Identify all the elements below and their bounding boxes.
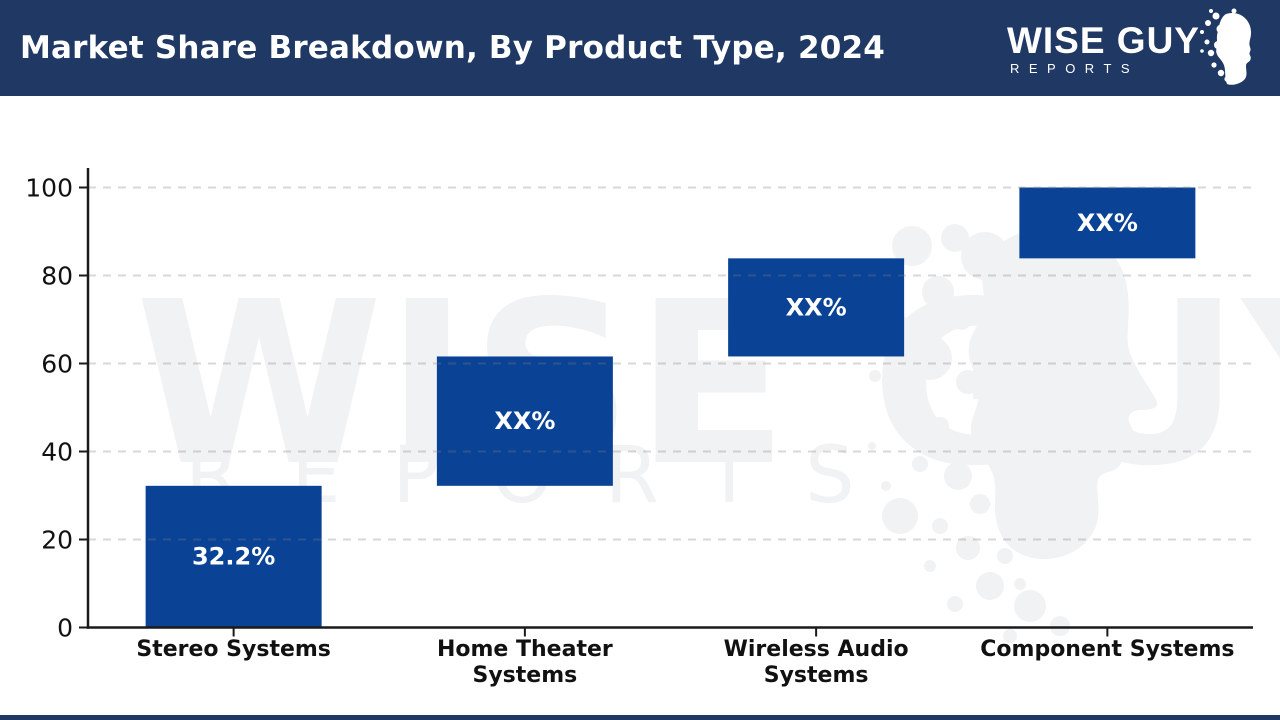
watermark-dot [931,417,949,435]
bar [1019,187,1196,259]
watermark-dot [882,498,918,534]
watermark-dot [932,518,948,534]
y-tick-label: 60 [41,350,73,379]
wiseguy-logo-text: WISE GUY REPORTS [1007,22,1200,75]
bar [728,258,905,357]
y-tick-label: 20 [41,526,73,555]
watermark-dot [976,572,1004,600]
watermark-dot [947,596,963,612]
watermark-dot [944,462,972,490]
watermark-dot [1050,616,1070,636]
watermark-dot [886,392,914,420]
y-tick-label: 40 [41,438,73,467]
bar-value-label: XX% [786,293,847,321]
wiseguy-face-watermark [968,226,1158,560]
page-title: Market Share Breakdown, By Product Type,… [20,30,886,66]
bar-value-label: XX% [1077,209,1138,237]
watermark-dot [868,442,876,450]
watermark-dot [892,226,932,266]
bar-value-label: 32.2% [192,543,275,571]
watermark-dot [869,370,881,382]
watermark-dot [1003,629,1017,643]
watermark-dot [961,232,1009,280]
x-tick-label: Home Theater [437,637,613,662]
logo-brand-name: WISE GUY [1006,19,1200,61]
bar-value-label: XX% [494,407,555,435]
watermark-dot [997,548,1013,564]
x-tick-label: Systems [473,663,578,688]
watermark-dot [970,494,990,514]
logo-brand-subtitle: REPORTS [1009,60,1140,76]
x-tick-label: Stereo Systems [136,637,331,662]
watermark-dot [922,276,954,308]
watermark-dot [979,400,1011,432]
watermark-dot [941,224,969,252]
wiseguy-face-icon [1200,8,1252,85]
watermark-dot [956,370,980,394]
wiseguy-logo: WISE GUY REPORTS [1007,8,1258,88]
y-tick-label: 0 [57,614,73,643]
footer-bar [0,715,1280,720]
y-tick-label: 100 [25,174,73,203]
watermark-dot [924,560,936,572]
watermark-dot [954,314,970,330]
x-tick-label: Component Systems [980,637,1234,662]
x-tick-label: Systems [764,663,869,688]
watermark-dot [908,336,952,380]
header: Market Share Breakdown, By Product Type,… [0,0,1280,96]
x-tick-label: Wireless Audio [724,637,909,662]
watermark-dot [912,456,928,472]
watermark-dot [956,536,980,560]
bar [436,356,613,486]
bar [145,485,322,628]
watermark-dot [881,481,891,491]
y-tick-label: 80 [41,262,73,291]
watermark-dot [1014,578,1026,590]
face-dots [1200,8,1237,82]
watermark-dot [1014,590,1046,622]
